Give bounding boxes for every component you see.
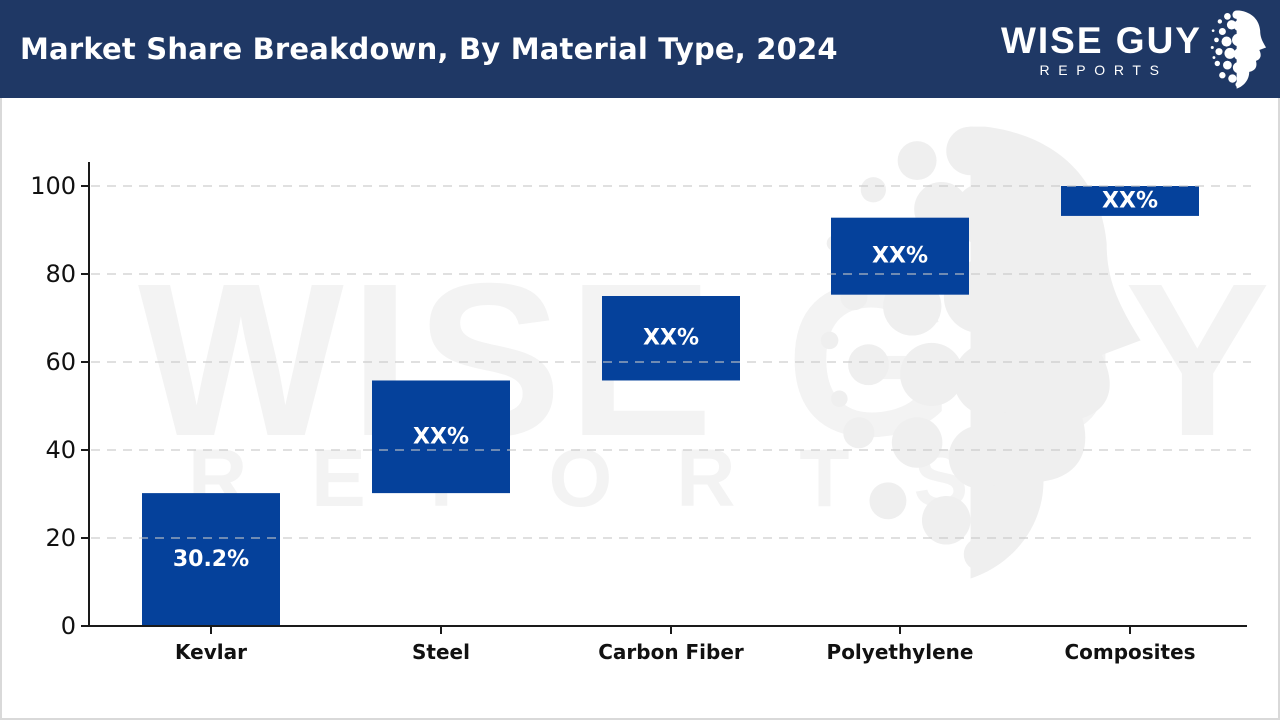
y-tick-label: 80 — [45, 260, 76, 288]
bar-composites — [1061, 186, 1199, 216]
logo-subtext: REPORTS — [1039, 62, 1168, 79]
page-title: Market Share Breakdown, By Material Type… — [20, 32, 838, 66]
bar-value-label: 30.2% — [173, 547, 249, 572]
bar-value-label: XX% — [1102, 188, 1158, 213]
bar-value-label: XX% — [643, 326, 699, 351]
bar-value-label: XX% — [872, 244, 928, 269]
header: Market Share Breakdown, By Material Type… — [0, 0, 1280, 98]
y-tick-label: 100 — [30, 172, 76, 200]
logo-wordmark: WISE GUY — [1000, 19, 1202, 61]
category-label: Steel — [412, 640, 470, 664]
bar-steel — [372, 380, 510, 494]
logo: WISE GUY REPORTS — [1001, 6, 1270, 94]
y-tick-label: 0 — [61, 612, 76, 640]
category-label: Composites — [1064, 640, 1195, 664]
wise-guy-face-icon — [1210, 10, 1267, 89]
bar-carbon-fiber — [602, 296, 740, 381]
logo-text: WISE GUY REPORTS — [1000, 19, 1202, 79]
bar-value-label: XX% — [413, 424, 469, 449]
category-label: Polyethylene — [827, 640, 974, 664]
category-label: Carbon Fiber — [598, 640, 744, 664]
y-tick-label: 40 — [45, 436, 76, 464]
y-tick-label: 20 — [45, 524, 76, 552]
category-label: Kevlar — [175, 640, 247, 664]
bar-polyethylene — [831, 217, 969, 295]
y-tick-label: 60 — [45, 348, 76, 376]
bar-kevlar — [142, 493, 280, 626]
